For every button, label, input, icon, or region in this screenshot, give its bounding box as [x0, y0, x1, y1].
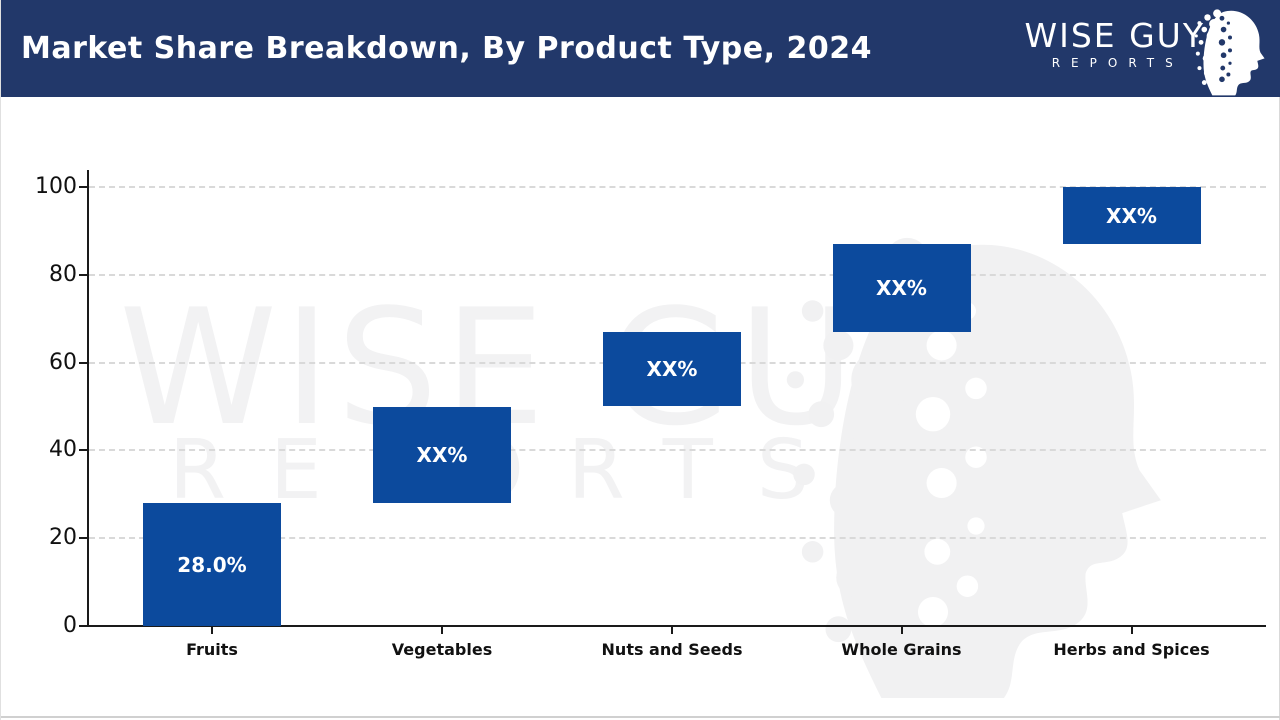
- x-tick-mark-herbs-and-spices: [1130, 627, 1133, 634]
- y-tick-mark-100: [79, 186, 87, 188]
- y-tick-label-40: 40: [49, 437, 77, 463]
- y-tick-mark-60: [79, 361, 87, 364]
- chart-title: Market Share Breakdown, By Product Type,…: [21, 31, 872, 66]
- bar-value-label-fruits: 28.0%: [177, 552, 247, 577]
- y-axis-line: [87, 170, 89, 627]
- x-category-label-whole-grains: Whole Grains: [841, 640, 962, 659]
- bar-herbs-and-spices: [1062, 187, 1201, 245]
- x-tick-mark-nuts-and-seeds: [671, 627, 673, 634]
- logo-reports-label: REPORTS: [1051, 56, 1184, 70]
- bar-value-label-vegetables: XX%: [416, 442, 468, 467]
- y-tick-mark-80: [79, 273, 87, 276]
- y-tick-mark-40: [79, 449, 87, 452]
- x-category-label-fruits: Fruits: [186, 640, 238, 659]
- bar-fruits: [143, 503, 281, 626]
- x-axis-line: [87, 625, 1266, 627]
- x-category-label-vegetables: Vegetables: [391, 640, 493, 659]
- gridline-20: [89, 537, 1266, 540]
- bar-value-label-whole-grains: XX%: [876, 275, 927, 300]
- y-tick-label-60: 60: [49, 349, 77, 375]
- bar-value-label-herbs-and-spices: XX%: [1106, 203, 1157, 228]
- x-tick-mark-whole-grains: [900, 627, 903, 634]
- bar-nuts-and-seeds: [603, 331, 741, 407]
- y-tick-label-100: 100: [35, 174, 77, 199]
- logo-wise-guy-label: WISE GUY: [1024, 16, 1205, 55]
- x-tick-mark-fruits: [211, 627, 213, 634]
- x-category-label-nuts-and-seeds: Nuts and Seeds: [601, 640, 743, 659]
- header-bar: Market Share Breakdown, By Product Type,…: [1, 0, 1280, 97]
- logo-face-icon: [1194, 9, 1265, 96]
- bottom-divider: [1, 716, 1280, 718]
- bar-whole-grains: [832, 244, 971, 332]
- bar-vegetables: [373, 406, 511, 504]
- y-tick-label-0: 0: [63, 613, 77, 638]
- y-tick-mark-0: [79, 625, 87, 627]
- gridline-100: [89, 186, 1266, 188]
- wise-guy-reports-logo: WISE GUY REPORTS: [1023, 4, 1273, 96]
- y-tick-label-20: 20: [49, 525, 77, 551]
- gridline-40: [89, 449, 1266, 452]
- x-tick-mark-vegetables: [441, 627, 443, 634]
- gridline-80: [89, 273, 1266, 276]
- y-tick-mark-20: [79, 537, 87, 540]
- bar-value-label-nuts-and-seeds: XX%: [646, 357, 698, 382]
- y-tick-label-80: 80: [49, 261, 77, 287]
- x-category-label-herbs-and-spices: Herbs and Spices: [1053, 640, 1210, 659]
- logo-text: WISE GUY REPORTS: [1024, 16, 1205, 71]
